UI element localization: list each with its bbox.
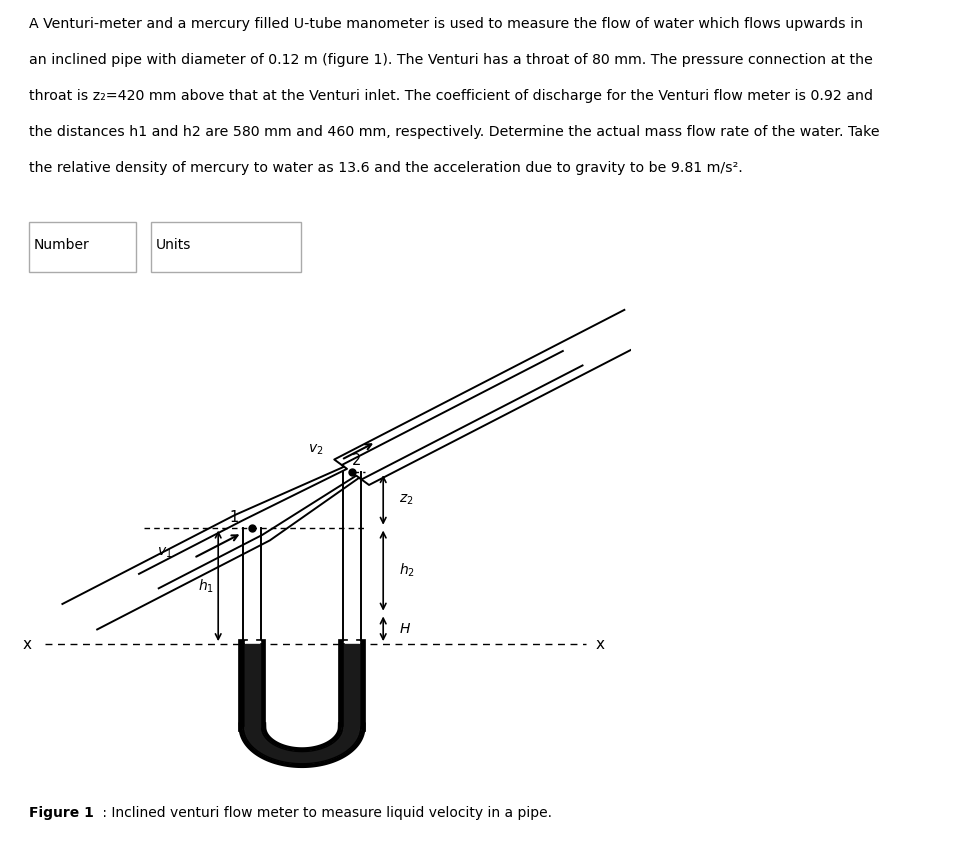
Text: an inclined pipe with diameter of 0.12 m (figure 1). The Venturi has a throat of: an inclined pipe with diameter of 0.12 m… [29, 53, 873, 67]
Text: the distances h1 and h2 are 580 mm and 460 mm, respectively. Determine the actua: the distances h1 and h2 are 580 mm and 4… [29, 125, 880, 139]
Text: $v_1$: $v_1$ [157, 545, 173, 560]
Text: 1: 1 [230, 510, 239, 525]
Text: x: x [22, 636, 31, 652]
Text: Figure 1: Figure 1 [29, 807, 94, 820]
Text: x: x [595, 636, 604, 652]
Polygon shape [245, 728, 359, 762]
Text: $H$: $H$ [399, 622, 412, 636]
FancyBboxPatch shape [29, 222, 136, 272]
Polygon shape [244, 728, 360, 763]
Text: the relative density of mercury to water as 13.6 and the acceleration due to gra: the relative density of mercury to water… [29, 161, 743, 175]
Text: 2: 2 [352, 452, 362, 468]
Text: : Inclined venturi flow meter to measure liquid velocity in a pipe.: : Inclined venturi flow meter to measure… [98, 807, 552, 820]
Text: A Venturi-meter and a mercury filled U-tube manometer is used to measure the flo: A Venturi-meter and a mercury filled U-t… [29, 17, 863, 31]
FancyBboxPatch shape [151, 222, 301, 272]
Text: $h_1$: $h_1$ [198, 577, 214, 594]
Text: $z_2$: $z_2$ [399, 493, 414, 507]
Text: Units: Units [155, 238, 190, 252]
Text: Number: Number [34, 238, 89, 252]
Text: $v_2$: $v_2$ [309, 443, 323, 457]
Text: throat is z₂=420 mm above that at the Venturi inlet. The coefficient of discharg: throat is z₂=420 mm above that at the Ve… [29, 89, 873, 103]
Text: $h_2$: $h_2$ [399, 562, 416, 580]
